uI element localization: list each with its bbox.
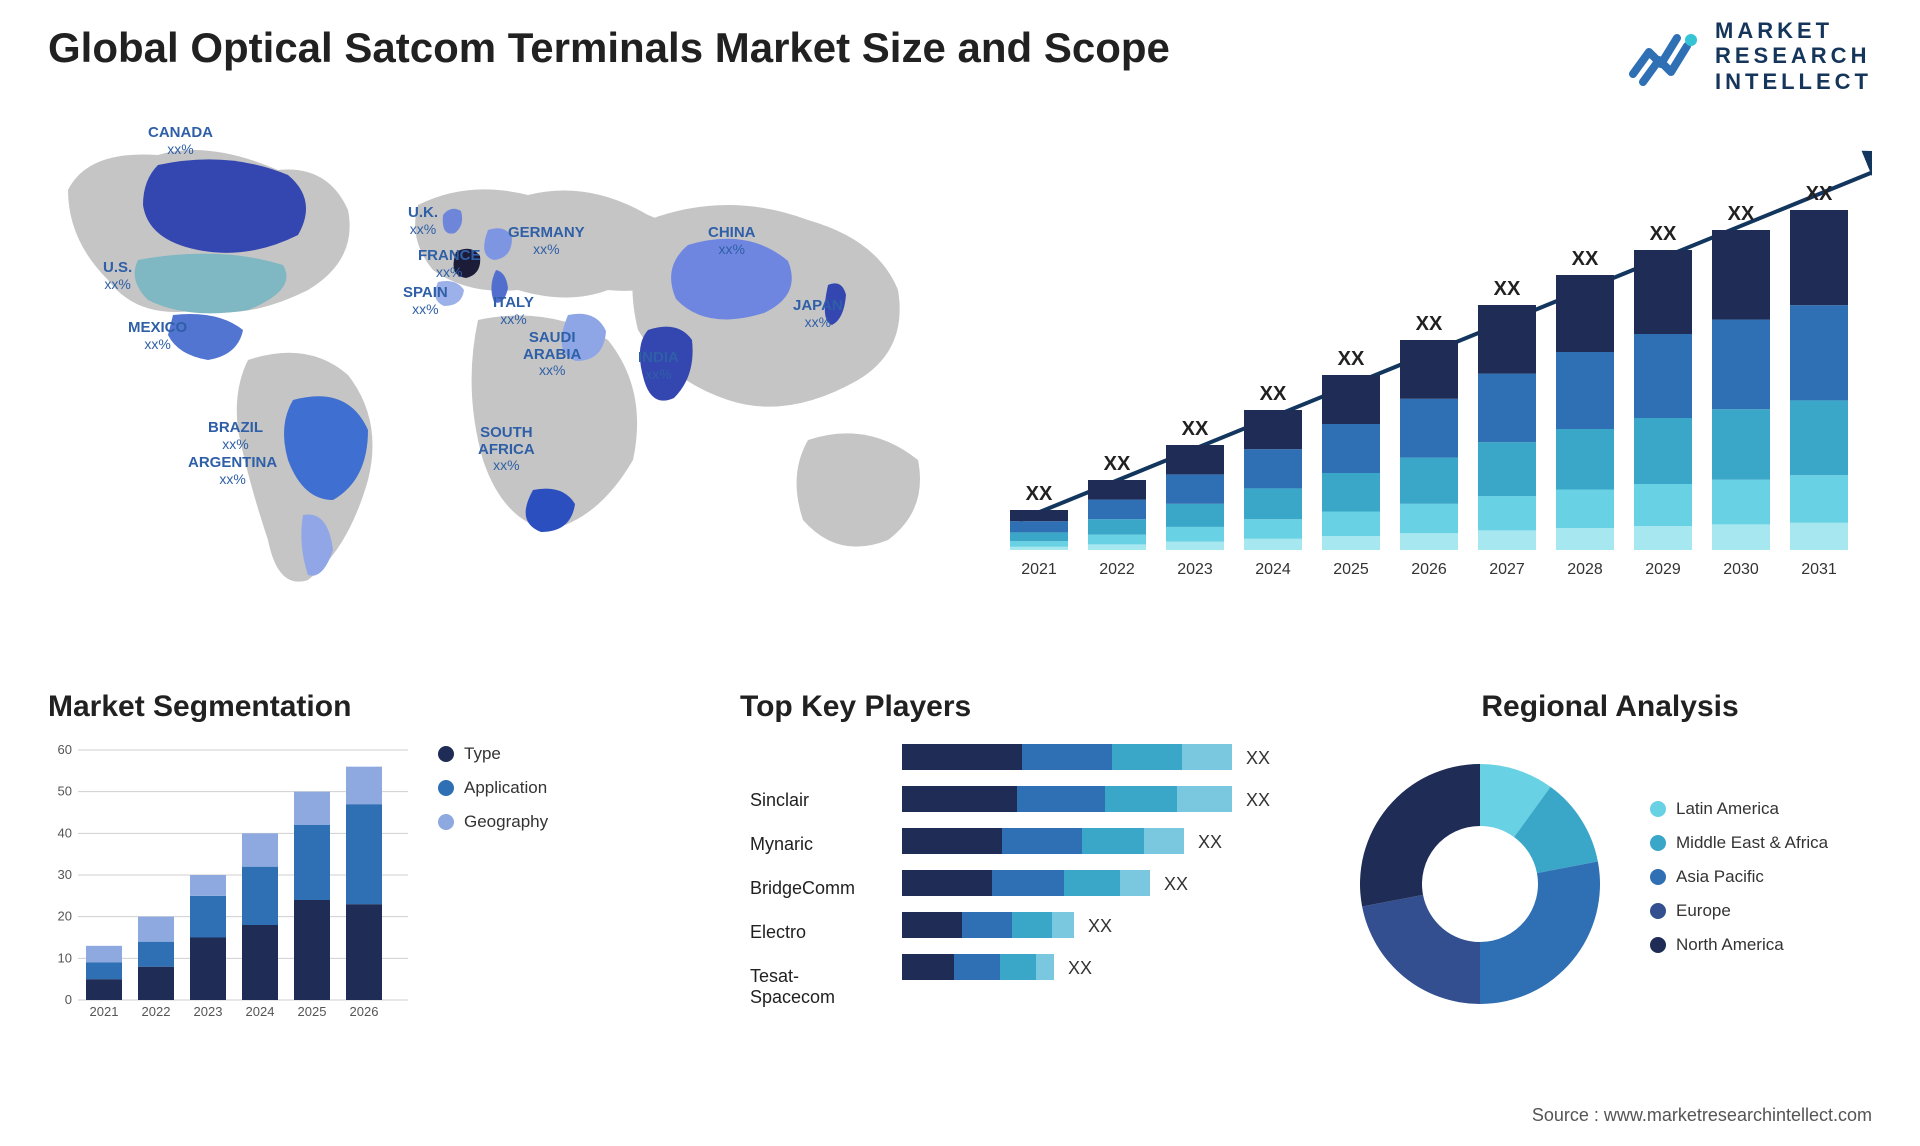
- svg-text:XX: XX: [1246, 748, 1270, 768]
- svg-text:2025: 2025: [298, 1004, 327, 1019]
- map-label: CANADAxx%: [148, 125, 213, 157]
- svg-text:10: 10: [58, 950, 72, 965]
- top-players-section: Top Key Players Sinclair Mynaric BridgeCom…: [740, 690, 1300, 1044]
- top-players-name: BridgeComm: [750, 878, 884, 904]
- top-players-name: Sinclair: [750, 790, 884, 816]
- svg-text:2031: 2031: [1801, 561, 1837, 578]
- logo-icon: [1629, 24, 1703, 88]
- regional-legend: Latin America Middle East & Africa Asia Pa…: [1650, 799, 1828, 969]
- svg-text:XX: XX: [1416, 313, 1443, 335]
- svg-text:XX: XX: [1572, 248, 1599, 270]
- map-label: U.K.xx%: [408, 205, 438, 237]
- svg-text:2030: 2030: [1723, 561, 1759, 578]
- svg-text:XX: XX: [1026, 483, 1053, 505]
- map-label: SOUTHAFRICAxx%: [478, 425, 535, 473]
- map-label: BRAZILxx%: [208, 420, 263, 452]
- svg-text:XX: XX: [1088, 916, 1112, 936]
- segmentation-legend-item: Type: [438, 744, 548, 764]
- top-players-chart: XX XX XX XX XX XX: [902, 744, 1300, 1044]
- segmentation-legend: Type Application Geography: [438, 744, 548, 846]
- top-players-name: Tesat-Spacecom: [750, 966, 884, 992]
- map-label: JAPANxx%: [793, 298, 843, 330]
- regional-heading: Regional Analysis: [1340, 690, 1880, 724]
- map-label: ARGENTINAxx%: [188, 455, 277, 487]
- map-label: INDIAxx%: [638, 350, 679, 382]
- svg-text:XX: XX: [1494, 278, 1521, 300]
- svg-text:2023: 2023: [194, 1004, 223, 1019]
- logo-text-line3: INTELLECT: [1715, 69, 1872, 94]
- svg-text:XX: XX: [1246, 790, 1270, 810]
- regional-donut: [1340, 744, 1620, 1024]
- regional-legend-item: Latin America: [1650, 799, 1828, 819]
- map-label: CHINAxx%: [708, 225, 756, 257]
- svg-text:2024: 2024: [1255, 561, 1291, 578]
- svg-text:2022: 2022: [142, 1004, 171, 1019]
- map-label: GERMANYxx%: [508, 225, 585, 257]
- svg-text:2029: 2029: [1645, 561, 1681, 578]
- svg-text:2028: 2028: [1567, 561, 1603, 578]
- growth-chart-svg: XX 2021 XX 2022 XX 2023 XX 2024 XX 2025 XX 2026 XX 20…: [1002, 150, 1872, 590]
- svg-text:50: 50: [58, 784, 72, 799]
- svg-text:XX: XX: [1182, 418, 1209, 440]
- top-players-names: Sinclair Mynaric BridgeComm Electro Tesat-Sp…: [740, 790, 884, 1044]
- svg-text:30: 30: [58, 867, 72, 882]
- svg-text:60: 60: [58, 744, 72, 757]
- segmentation-chart: 0 10 20 30 40 50 60 2021 2022 2023 2024 2025 2026: [48, 744, 408, 1044]
- svg-text:40: 40: [58, 825, 72, 840]
- svg-text:2024: 2024: [246, 1004, 275, 1019]
- svg-text:XX: XX: [1164, 874, 1188, 894]
- page-title: Global Optical Satcom Terminals Market S…: [48, 24, 1170, 72]
- world-map-svg: [48, 120, 948, 620]
- svg-text:XX: XX: [1068, 958, 1092, 978]
- map-label: MEXICOxx%: [128, 320, 187, 352]
- svg-text:2027: 2027: [1489, 561, 1525, 578]
- regional-legend-item: Asia Pacific: [1650, 867, 1828, 887]
- svg-text:XX: XX: [1338, 348, 1365, 370]
- top-players-name: Electro: [750, 922, 884, 948]
- svg-text:20: 20: [58, 909, 72, 924]
- map-label: SAUDIARABIAxx%: [523, 330, 581, 378]
- segmentation-legend-item: Geography: [438, 812, 548, 832]
- map-label: U.S.xx%: [103, 260, 132, 292]
- top-players-name: Mynaric: [750, 834, 884, 860]
- logo: MARKET RESEARCH INTELLECT: [1629, 18, 1872, 94]
- regional-legend-item: North America: [1650, 935, 1828, 955]
- svg-text:XX: XX: [1198, 832, 1222, 852]
- svg-text:2023: 2023: [1177, 561, 1213, 578]
- svg-text:XX: XX: [1728, 203, 1755, 225]
- segmentation-heading: Market Segmentation: [48, 690, 668, 724]
- svg-text:XX: XX: [1104, 453, 1131, 475]
- source-text: Source : www.marketresearchintellect.com: [1532, 1105, 1872, 1126]
- svg-text:XX: XX: [1260, 383, 1287, 405]
- segmentation-section: Market Segmentation 0 10 20 30 40 50 60 2021 202…: [48, 690, 668, 1044]
- map-label: FRANCExx%: [418, 248, 481, 280]
- world-map: CANADAxx% U.S.xx% MEXICOxx% BRAZILxx%ARGENT…: [48, 120, 948, 620]
- svg-text:2022: 2022: [1099, 561, 1135, 578]
- svg-text:2021: 2021: [90, 1004, 119, 1019]
- map-label: ITALYxx%: [493, 295, 534, 327]
- growth-chart: XX 2021 XX 2022 XX 2023 XX 2024 XX 2025 XX 2026 XX 20…: [1002, 150, 1872, 590]
- svg-text:2021: 2021: [1021, 561, 1057, 578]
- regional-legend-item: Middle East & Africa: [1650, 833, 1828, 853]
- svg-text:2026: 2026: [1411, 561, 1447, 578]
- svg-text:XX: XX: [1650, 223, 1677, 245]
- svg-text:0: 0: [65, 992, 72, 1007]
- svg-text:2026: 2026: [350, 1004, 379, 1019]
- logo-text-line1: MARKET: [1715, 18, 1872, 43]
- logo-text-line2: RESEARCH: [1715, 43, 1872, 68]
- svg-text:XX: XX: [1806, 183, 1833, 205]
- regional-legend-item: Europe: [1650, 901, 1828, 921]
- segmentation-legend-item: Application: [438, 778, 548, 798]
- top-players-heading: Top Key Players: [740, 690, 1300, 724]
- regional-section: Regional Analysis Latin America Middle Ea…: [1340, 690, 1880, 1024]
- svg-text:2025: 2025: [1333, 561, 1369, 578]
- map-label: SPAINxx%: [403, 285, 448, 317]
